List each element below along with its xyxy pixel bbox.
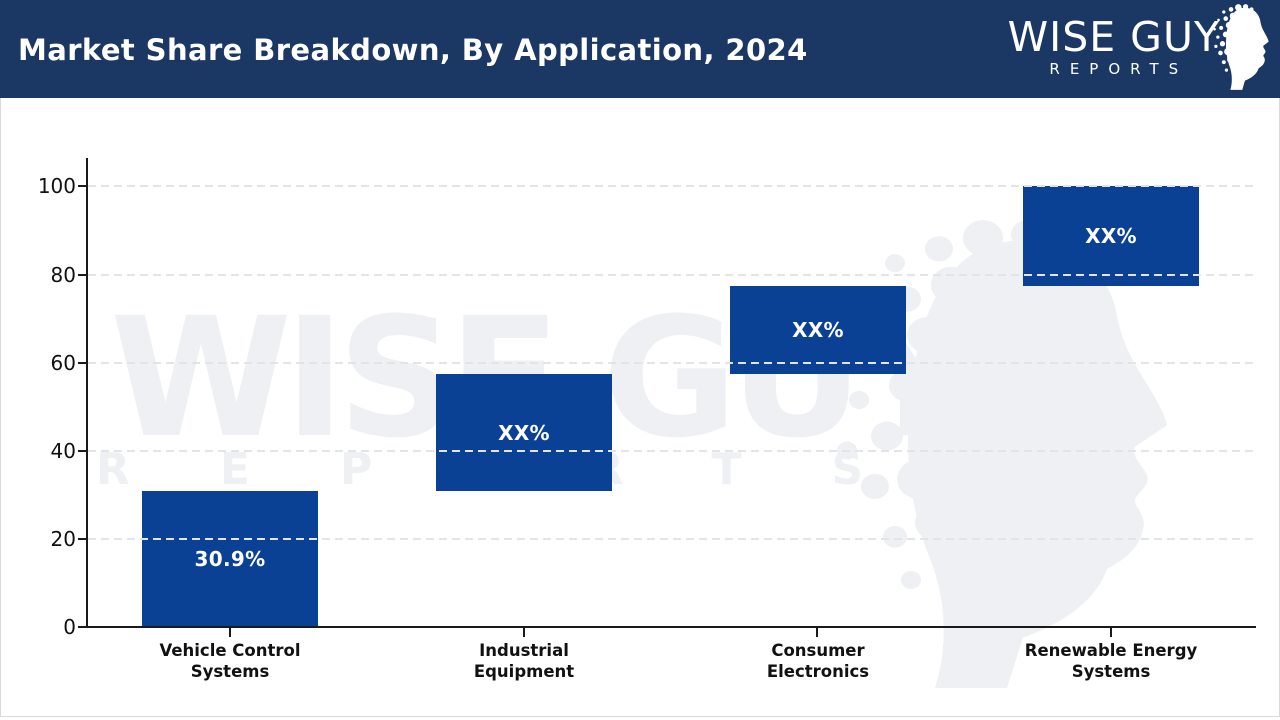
y-tick xyxy=(78,274,86,276)
brand-wordmark: WISE GUY REPORTS xyxy=(1007,12,1220,79)
gridline-60 xyxy=(88,362,1256,364)
x-category-label: Industrial Equipment xyxy=(473,641,575,681)
y-tick xyxy=(78,538,86,540)
x-tick xyxy=(229,628,231,637)
gridline-40 xyxy=(88,450,1256,452)
x-tick xyxy=(816,628,818,637)
gridline-80 xyxy=(88,274,1256,276)
y-tick-label-60: 60 xyxy=(50,351,76,375)
x-category-label: Vehicle Control Systems xyxy=(159,641,301,681)
x-tick xyxy=(1110,628,1112,637)
y-tick xyxy=(78,626,86,628)
y-tick xyxy=(78,362,86,364)
y-tick xyxy=(78,185,86,187)
bar-value-label: XX% xyxy=(498,420,550,445)
brand-name: WISE GUY xyxy=(1007,12,1220,61)
y-tick-label-100: 100 xyxy=(37,174,76,198)
x-category-label: Consumer Electronics xyxy=(766,641,870,681)
brand-logo: WISE GUY REPORTS xyxy=(1008,4,1270,90)
x-tick xyxy=(523,628,525,637)
bar-vehicle-control-systems: 30.9% xyxy=(142,491,318,627)
y-tick-label-20: 20 xyxy=(50,527,76,551)
page-border-bottom xyxy=(0,716,1280,717)
y-tick-label-0: 0 xyxy=(63,615,76,639)
x-category-label: Renewable Energy Systems xyxy=(1024,641,1198,681)
page-title: Market Share Breakdown, By Application, … xyxy=(18,33,808,67)
bar-consumer-electronics: XX% xyxy=(730,286,906,374)
gridline-20 xyxy=(88,538,1256,540)
bar-value-label: XX% xyxy=(792,318,844,342)
y-tick-label-40: 40 xyxy=(50,439,76,463)
y-tick-label-80: 80 xyxy=(50,263,76,287)
gridline-100 xyxy=(88,185,1256,187)
x-axis-line xyxy=(86,626,1256,628)
bar-value-label: XX% xyxy=(1085,224,1137,248)
y-axis-line xyxy=(86,158,88,628)
bar-renewable-energy-systems: XX% xyxy=(1023,186,1199,286)
brand-subtitle: REPORTS xyxy=(1049,60,1189,79)
y-tick xyxy=(78,450,86,452)
bar-industrial-equipment: XX% xyxy=(436,374,612,491)
bar-value-label: 30.9% xyxy=(194,547,266,571)
page-border-left xyxy=(0,98,1,717)
header-bar: Market Share Breakdown, By Application, … xyxy=(0,0,1280,98)
